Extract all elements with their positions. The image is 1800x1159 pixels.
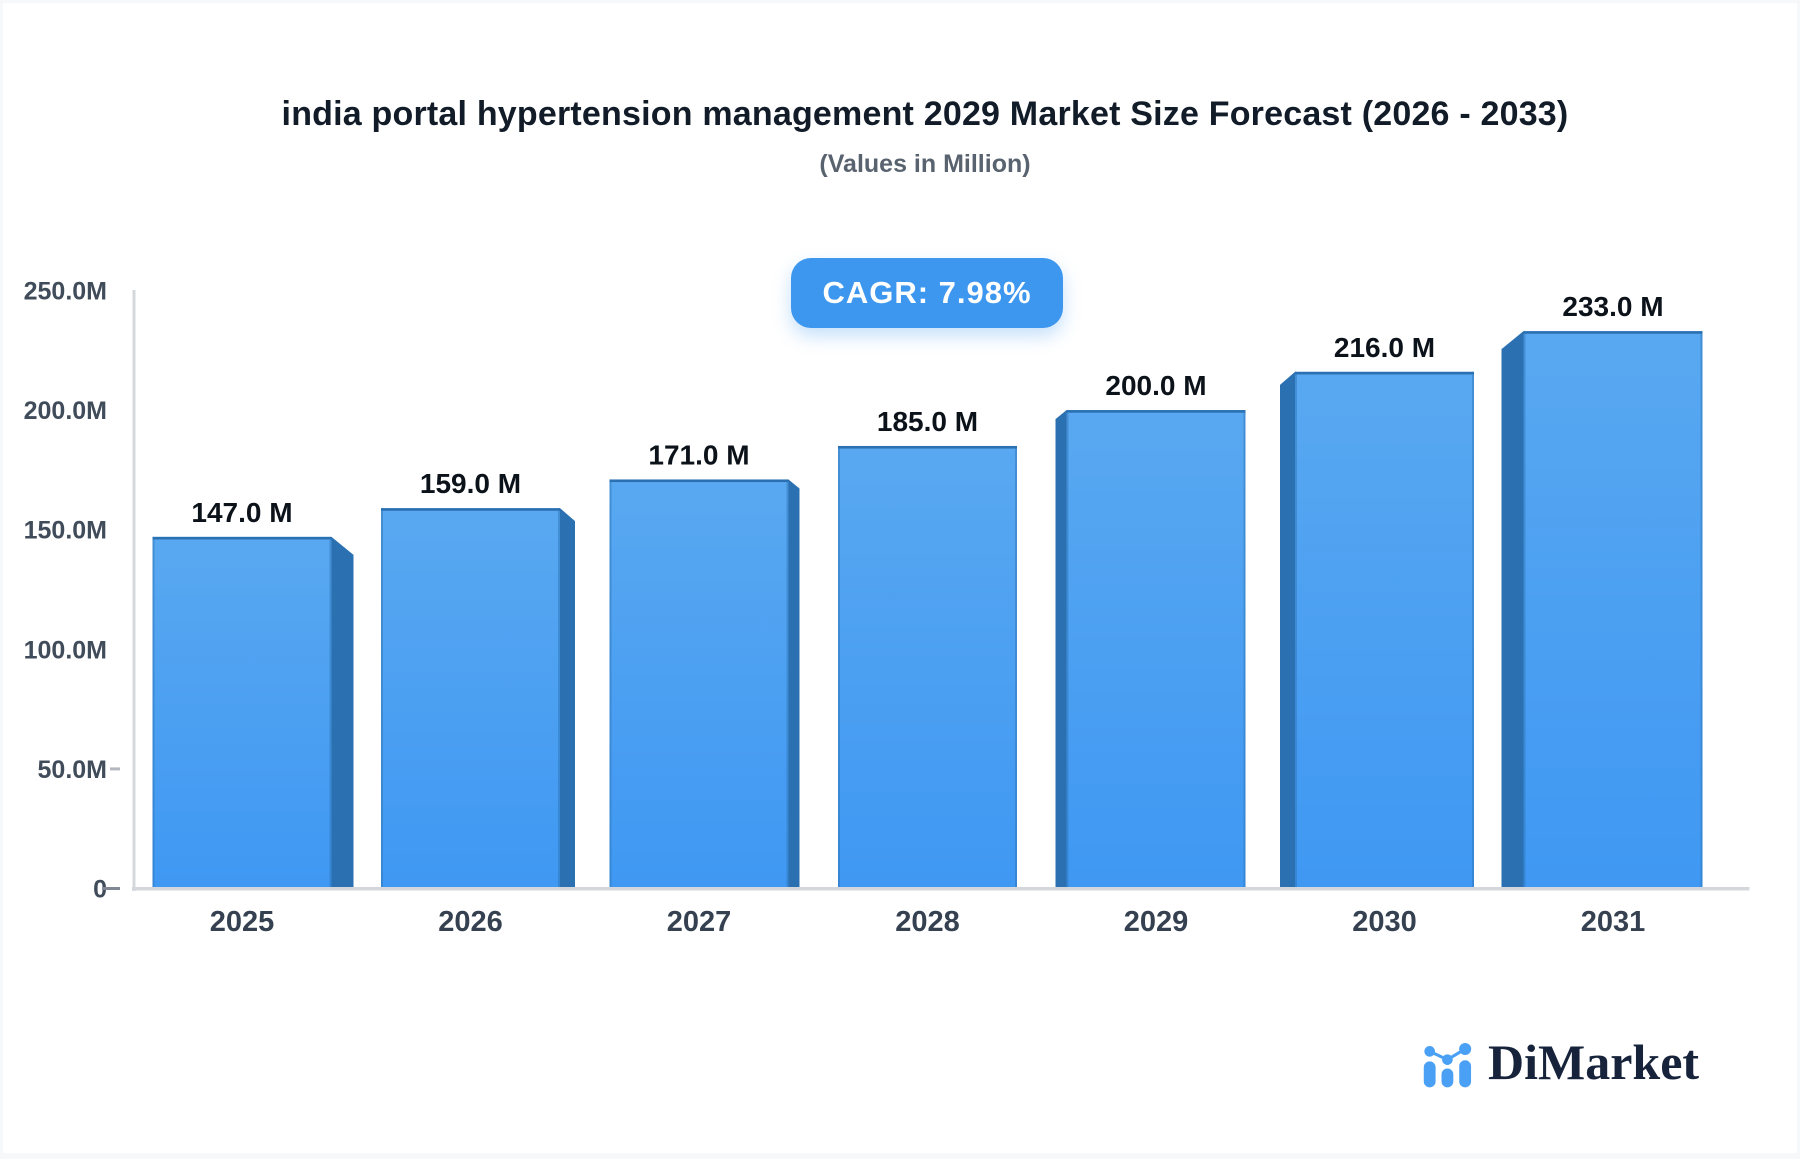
bar-side-face xyxy=(1501,331,1524,889)
bar-2027 xyxy=(609,479,789,889)
y-tick-label: 0 xyxy=(93,876,107,904)
bar-right-edge xyxy=(786,479,789,889)
bar-left-edge xyxy=(152,536,155,889)
y-tick-label: 150.0M xyxy=(24,517,107,545)
y-axis-tick xyxy=(102,887,120,890)
y-axis-line xyxy=(132,290,136,891)
dimarket-logo: DiMarket xyxy=(1422,1036,1699,1088)
bar-chart: 0 50.0M 100.0M 150.0M 200.0M 250.0M 147.0 M 202… xyxy=(24,278,1750,938)
x-tick-label: 2026 xyxy=(438,906,503,938)
bar-right-edge xyxy=(558,508,560,889)
chart-subtitle: (Values in Million) xyxy=(819,150,1031,178)
bar-right-edge xyxy=(1243,410,1246,889)
x-tick-label: 2030 xyxy=(1352,906,1417,938)
bar-left-edge xyxy=(1066,410,1069,889)
bar-top-edge xyxy=(1295,371,1474,375)
bar-side-face xyxy=(560,508,575,889)
bar-side-face xyxy=(1055,410,1067,889)
bar-2030 xyxy=(1295,371,1474,889)
cagr-badge: CAGR: 7.98% xyxy=(791,258,1063,328)
bar-top-edge xyxy=(152,536,332,540)
bar-right-edge xyxy=(1700,331,1703,889)
bar-top-edge xyxy=(609,479,789,483)
bar-left-edge xyxy=(381,508,383,889)
y-tick-label: 50.0M xyxy=(38,756,107,784)
bar-value-label: 159.0 M xyxy=(420,468,521,499)
bar-2025 xyxy=(152,536,332,889)
bar-top-edge xyxy=(838,445,1017,449)
y-axis-tick xyxy=(110,767,120,771)
x-tick-label: 2025 xyxy=(210,906,275,938)
x-tick-label: 2029 xyxy=(1124,906,1189,938)
bar-right-edge xyxy=(1472,371,1474,889)
bar-top-edge xyxy=(1066,410,1246,413)
dimarket-wordmark: DiMarket xyxy=(1488,1034,1700,1090)
x-tick-label: 2031 xyxy=(1581,906,1646,938)
bar-2026 xyxy=(381,508,560,889)
y-tick-label: 100.0M xyxy=(24,636,107,664)
chart-header: india portal hypertension management 202… xyxy=(83,95,1767,179)
bar-left-edge xyxy=(609,479,612,889)
bar-value-label: 185.0 M xyxy=(877,406,978,437)
bar-left-edge xyxy=(838,445,840,889)
bar-value-label: 147.0 M xyxy=(191,497,292,528)
bar-top-edge xyxy=(1523,331,1703,334)
bar-side-face xyxy=(1280,371,1295,889)
bar-top-edge xyxy=(381,508,560,511)
x-axis-line xyxy=(132,887,1750,891)
bar-side-face xyxy=(788,479,800,889)
x-tick-label: 2028 xyxy=(895,906,960,938)
y-tick-label: 250.0M xyxy=(24,278,107,306)
bar-2029 xyxy=(1066,410,1246,889)
bar-side-face xyxy=(331,536,354,889)
bar-value-label: 171.0 M xyxy=(648,439,749,470)
bar-value-label: 216.0 M xyxy=(1334,332,1435,363)
bar-value-label: 233.0 M xyxy=(1562,291,1663,322)
bar-right-edge xyxy=(1015,445,1017,889)
bar-2028 xyxy=(838,445,1017,889)
bar-left-edge xyxy=(1523,331,1526,889)
bar-left-edge xyxy=(1295,371,1297,889)
dimarket-bars-icon xyxy=(1423,1042,1472,1088)
bar-right-edge xyxy=(329,536,332,889)
y-tick-label: 200.0M xyxy=(24,397,107,425)
chart-title: india portal hypertension management 202… xyxy=(281,95,1569,133)
bar-2031 xyxy=(1523,331,1703,889)
x-tick-label: 2027 xyxy=(667,906,732,938)
bar-value-label: 200.0 M xyxy=(1105,370,1206,401)
